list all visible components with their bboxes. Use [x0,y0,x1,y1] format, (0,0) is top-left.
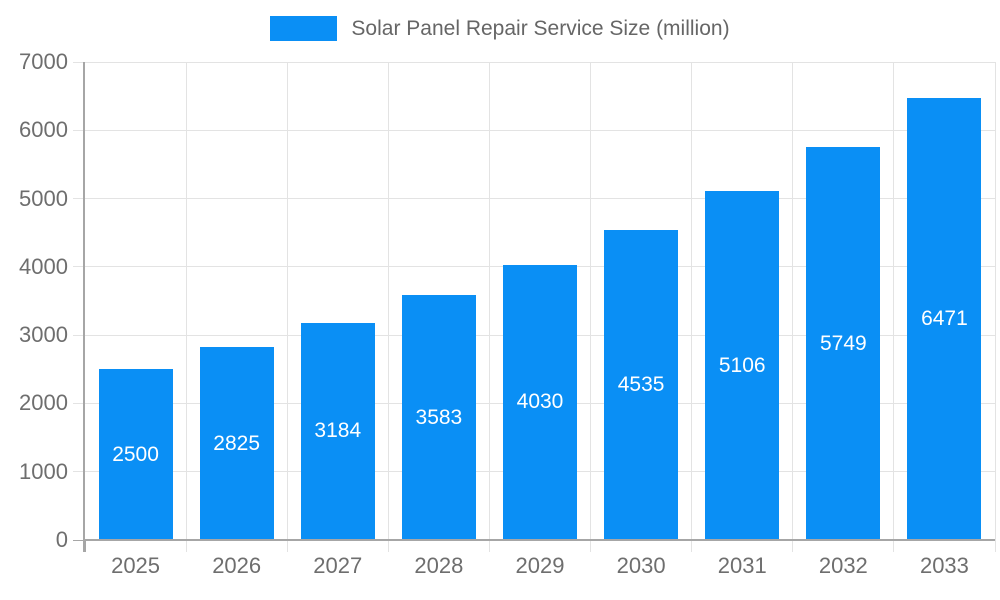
y-tick [73,129,85,131]
bar-value-label: 6471 [921,307,968,331]
x-tick-label: 2028 [414,553,464,578]
y-gridline [85,61,995,63]
y-tick-label: 3000 [19,322,68,348]
x-tick [185,540,187,552]
y-tick-label: 2000 [19,390,68,416]
bar-value-label: 2500 [112,442,159,466]
x-tick-label: 2029 [515,553,565,578]
x-gridline [994,62,996,540]
bar-2026[interactable] [199,347,274,540]
bar-2029[interactable] [503,264,577,540]
x-gridline [792,62,794,540]
x-tick [387,540,389,552]
plot-area: 0 1000 2000 3000 4000 5000 6000 7000 2500 2025 282… [19,50,996,578]
bar-value-label: 5106 [718,353,766,377]
x-gridline [387,62,389,540]
x-tick-label: 2030 [616,553,666,578]
y-tick [73,539,85,541]
bar-value-label: 4535 [617,373,665,397]
x-gridline [185,62,187,540]
y-tick-label: 4000 [19,253,68,279]
y-gridline [85,129,995,131]
bar-value-label: 4030 [516,390,564,414]
y-gridline [85,198,995,200]
y-axis-line [83,62,85,552]
x-tick [994,540,996,552]
bar-2025[interactable] [98,369,173,540]
legend-label: Solar Panel Repair Service Size (million… [351,16,730,40]
x-tick-label: 2032 [818,553,868,578]
x-gridline [590,62,592,540]
x-tick [286,540,288,552]
bar-2032[interactable] [806,147,881,540]
y-tick [73,266,85,268]
bar-2031[interactable] [705,191,780,540]
x-gridline [893,62,895,540]
y-tick-label: 1000 [19,458,68,484]
legend-swatch [270,16,338,41]
legend-item[interactable]: Solar Panel Repair Service Size (million… [0,16,1000,41]
x-tick [590,540,592,552]
x-tick [792,540,794,552]
x-tick [488,540,490,552]
bar-value-label: 3184 [314,419,362,443]
y-tick [73,334,85,336]
x-tick-label: 2033 [919,553,969,578]
y-tick-label: 6000 [19,117,68,143]
y-tick-label: 0 [55,527,68,552]
x-gridline [488,62,490,540]
y-tick [73,471,85,473]
y-tick [73,402,85,404]
y-tick-label: 7000 [19,49,68,74]
x-axis-line [83,539,995,541]
x-tick-label: 2025 [111,553,161,578]
bar-2027[interactable] [300,322,375,540]
bar-2028[interactable] [401,295,476,540]
bar-value-label: 5749 [819,331,867,355]
bar-2030[interactable] [604,230,679,540]
x-tick-label: 2027 [313,553,363,578]
x-tick-label: 2031 [717,553,767,578]
bar-2033[interactable] [907,98,982,540]
y-tick [73,198,85,200]
x-gridline [691,62,693,540]
x-tick [893,540,895,552]
y-tick [73,61,85,63]
x-tick-label: 2026 [212,553,262,578]
x-tick [691,540,693,552]
y-tick-label: 5000 [19,185,68,211]
bar-value-label: 2825 [213,431,261,455]
x-tick [84,540,86,552]
x-gridline [286,62,288,540]
bar-value-label: 3583 [415,405,463,429]
